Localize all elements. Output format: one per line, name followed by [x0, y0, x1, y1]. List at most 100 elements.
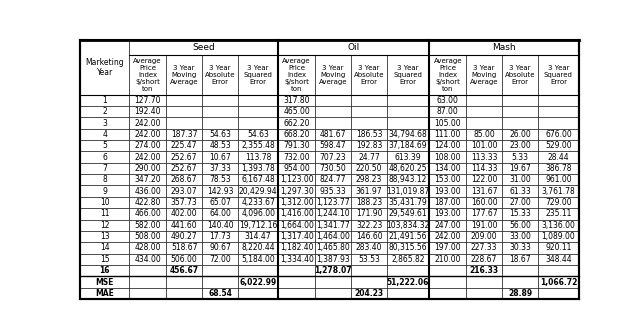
- Text: 466.00: 466.00: [134, 209, 161, 218]
- Bar: [502, 95, 538, 106]
- Bar: [466, 197, 502, 208]
- Bar: [430, 231, 466, 242]
- Bar: [278, 197, 315, 208]
- Bar: [80, 265, 129, 276]
- Text: 33.00: 33.00: [509, 232, 531, 241]
- Bar: [166, 117, 202, 129]
- Bar: [238, 54, 278, 95]
- Text: 27.00: 27.00: [509, 198, 531, 207]
- Text: 1,123.00: 1,123.00: [280, 175, 314, 184]
- Bar: [430, 140, 466, 152]
- Bar: [538, 140, 579, 152]
- Text: 17.73: 17.73: [209, 232, 231, 241]
- Text: 68.54: 68.54: [208, 289, 232, 298]
- Bar: [387, 129, 430, 140]
- Bar: [202, 276, 238, 288]
- Text: 140.40: 140.40: [207, 221, 233, 230]
- Text: 2: 2: [102, 107, 107, 116]
- Bar: [129, 265, 166, 276]
- Bar: [202, 163, 238, 174]
- Bar: [166, 231, 202, 242]
- Text: 3 Year
Absolute
Error: 3 Year Absolute Error: [354, 65, 385, 85]
- Text: 160.00: 160.00: [471, 198, 498, 207]
- Text: 481.67: 481.67: [320, 130, 347, 139]
- Bar: [538, 185, 579, 197]
- Text: 322.23: 322.23: [356, 221, 383, 230]
- Bar: [538, 242, 579, 254]
- Bar: [202, 140, 238, 152]
- Bar: [387, 152, 430, 163]
- Text: 186.53: 186.53: [356, 130, 383, 139]
- Bar: [430, 254, 466, 265]
- Bar: [315, 254, 351, 265]
- Text: 63.00: 63.00: [437, 96, 458, 105]
- Bar: [278, 117, 315, 129]
- Bar: [166, 288, 202, 299]
- Text: 4,233.67: 4,233.67: [241, 198, 275, 207]
- Bar: [315, 95, 351, 106]
- Bar: [387, 95, 430, 106]
- Text: 707.23: 707.23: [320, 153, 347, 162]
- Bar: [202, 174, 238, 185]
- Bar: [166, 163, 202, 174]
- Bar: [202, 197, 238, 208]
- Text: 23.00: 23.00: [509, 141, 531, 150]
- Text: 191.00: 191.00: [471, 221, 498, 230]
- Bar: [202, 288, 238, 299]
- Text: 54.63: 54.63: [247, 130, 269, 139]
- Text: 3,136.00: 3,136.00: [541, 221, 575, 230]
- Bar: [466, 95, 502, 106]
- Text: 1,664.00: 1,664.00: [280, 221, 314, 230]
- Text: 35,431.79: 35,431.79: [389, 198, 428, 207]
- Text: 347.20: 347.20: [134, 175, 161, 184]
- Text: 153.00: 153.00: [435, 175, 461, 184]
- Bar: [351, 106, 387, 117]
- Bar: [387, 276, 430, 288]
- Bar: [351, 208, 387, 219]
- Text: 242.00: 242.00: [134, 119, 161, 128]
- Text: 8: 8: [102, 175, 107, 184]
- Text: 85.00: 85.00: [473, 130, 495, 139]
- Bar: [129, 163, 166, 174]
- Text: 3: 3: [102, 119, 107, 128]
- Bar: [430, 185, 466, 197]
- Bar: [166, 106, 202, 117]
- Text: 235.11: 235.11: [545, 209, 572, 218]
- Text: 1,416.00: 1,416.00: [280, 209, 314, 218]
- Bar: [315, 106, 351, 117]
- Bar: [129, 288, 166, 299]
- Bar: [351, 152, 387, 163]
- Text: 10.67: 10.67: [209, 153, 231, 162]
- Text: 31.00: 31.00: [509, 175, 531, 184]
- Bar: [430, 54, 466, 95]
- Bar: [278, 231, 315, 242]
- Bar: [502, 140, 538, 152]
- Bar: [80, 95, 129, 106]
- Bar: [166, 174, 202, 185]
- Bar: [502, 276, 538, 288]
- Text: 242.00: 242.00: [435, 232, 461, 241]
- Bar: [278, 106, 315, 117]
- Bar: [129, 117, 166, 129]
- Text: 225.47: 225.47: [171, 141, 197, 150]
- Text: 242.00: 242.00: [134, 130, 161, 139]
- Bar: [238, 242, 278, 254]
- Bar: [166, 185, 202, 197]
- Bar: [202, 152, 238, 163]
- Bar: [351, 242, 387, 254]
- Text: 422.80: 422.80: [134, 198, 161, 207]
- Text: 252.67: 252.67: [171, 153, 197, 162]
- Text: 920.11: 920.11: [545, 244, 572, 252]
- Text: 187.00: 187.00: [435, 198, 461, 207]
- Text: 3 Year
Absolute
Error: 3 Year Absolute Error: [505, 65, 536, 85]
- Bar: [278, 140, 315, 152]
- Bar: [502, 231, 538, 242]
- Bar: [466, 208, 502, 219]
- Text: 954.00: 954.00: [284, 164, 310, 173]
- Text: 613.39: 613.39: [395, 153, 421, 162]
- Bar: [80, 163, 129, 174]
- Bar: [430, 129, 466, 140]
- Bar: [166, 152, 202, 163]
- Bar: [538, 129, 579, 140]
- Text: 1,244.10: 1,244.10: [316, 209, 350, 218]
